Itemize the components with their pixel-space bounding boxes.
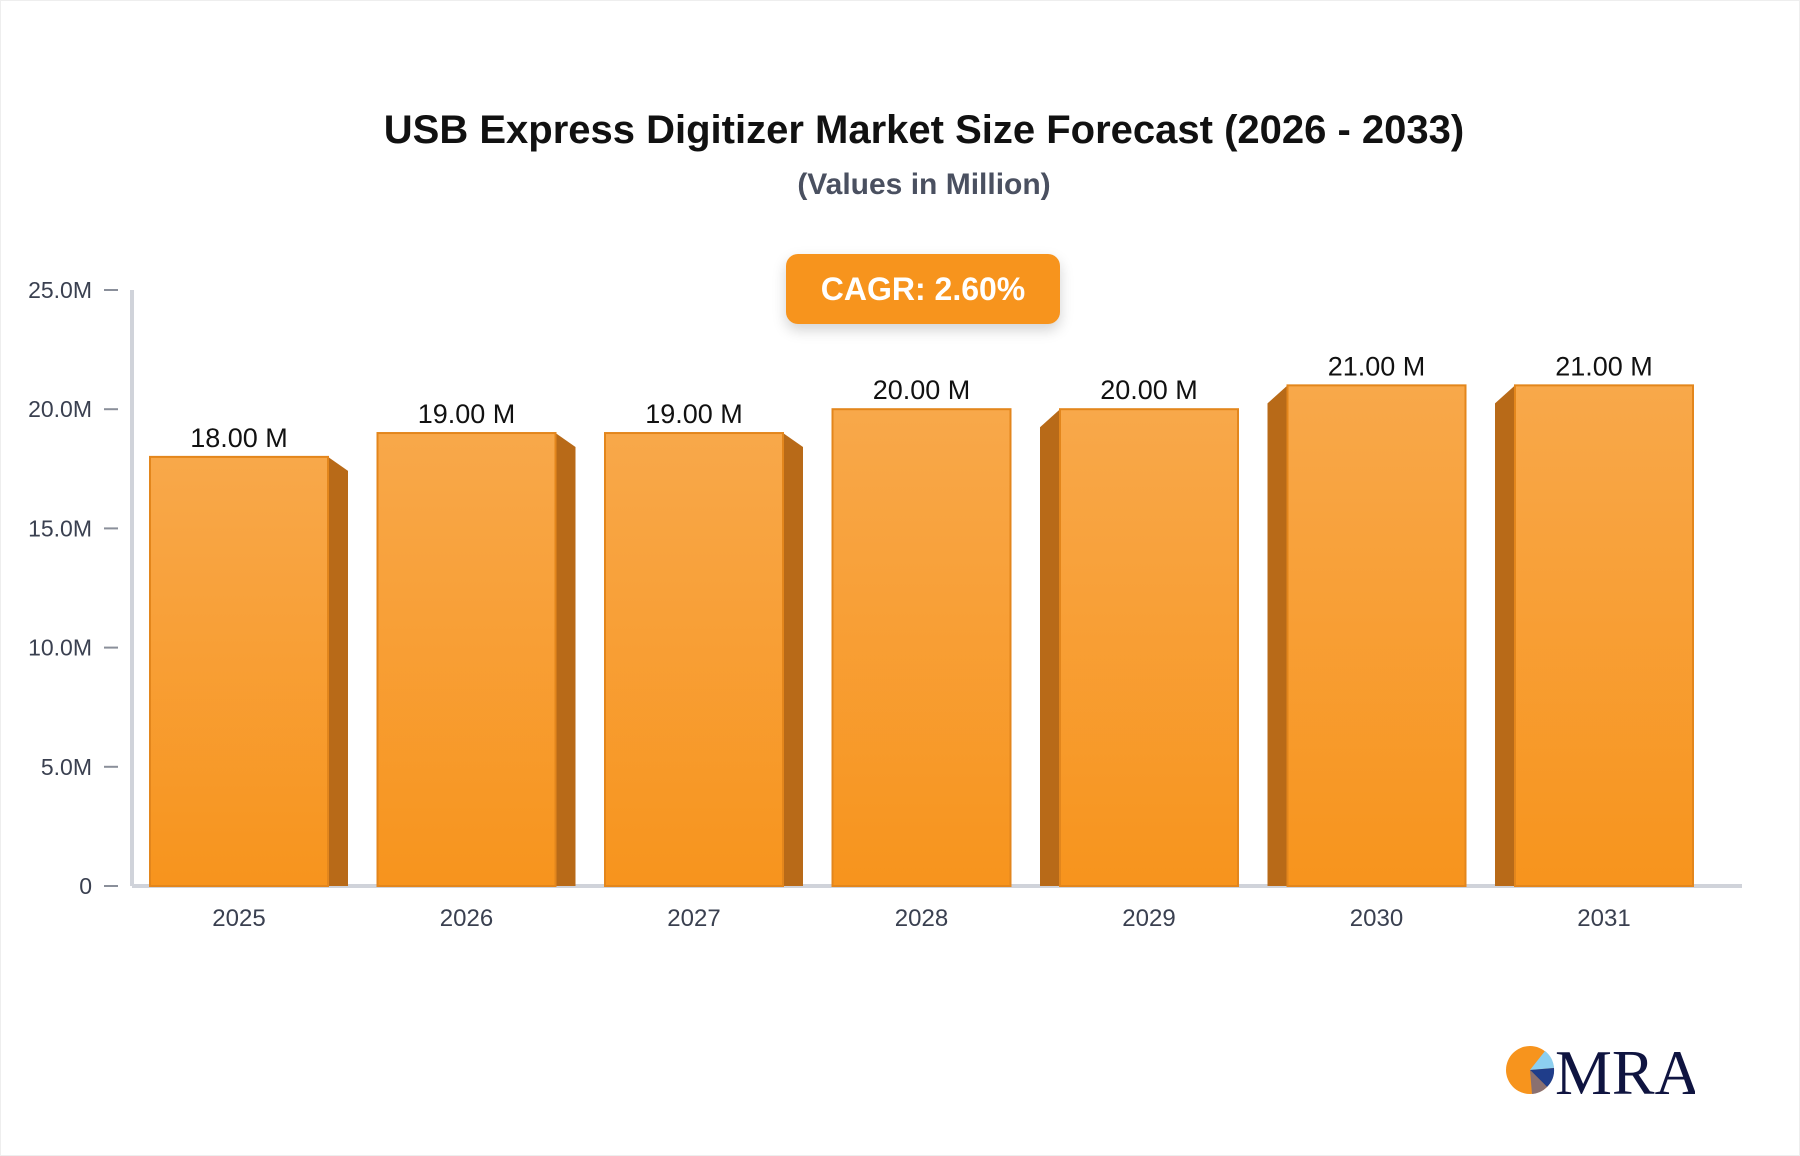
data-label: 20.00 M bbox=[873, 375, 971, 405]
y-tick-label: 15.0M bbox=[28, 515, 92, 541]
data-label: 21.00 M bbox=[1328, 351, 1426, 381]
y-tick-label: 20.0M bbox=[28, 396, 92, 422]
data-label: 19.00 M bbox=[645, 399, 743, 429]
y-tick-label: 10.0M bbox=[28, 635, 92, 661]
bar bbox=[604, 432, 784, 887]
bar-side bbox=[1267, 385, 1288, 886]
y-tick-label: 25.0M bbox=[28, 277, 92, 303]
x-tick-label: 2030 bbox=[1350, 905, 1403, 932]
bar-side bbox=[328, 456, 348, 886]
bar bbox=[831, 408, 1012, 887]
data-label: 19.00 M bbox=[418, 399, 516, 429]
x-tick-label: 2029 bbox=[1122, 905, 1175, 932]
data-label: 18.00 M bbox=[190, 423, 288, 453]
mra-logo: MRA bbox=[1505, 1037, 1701, 1108]
bar-side bbox=[1040, 409, 1060, 886]
y-tick-label: 5.0M bbox=[41, 754, 92, 780]
x-tick-label: 2026 bbox=[440, 905, 493, 932]
bar bbox=[149, 455, 329, 887]
bar bbox=[376, 432, 557, 887]
bar-side bbox=[783, 433, 803, 886]
bar-side bbox=[1495, 385, 1515, 886]
x-tick-label: 2031 bbox=[1577, 905, 1630, 932]
data-label: 20.00 M bbox=[1100, 375, 1198, 405]
bar bbox=[1514, 384, 1694, 887]
bar-side bbox=[555, 433, 576, 886]
chart-title: USB Express Digitizer Market Size Foreca… bbox=[383, 108, 1465, 152]
bar bbox=[1059, 408, 1239, 887]
data-label: 21.00 M bbox=[1555, 351, 1653, 381]
x-tick-label: 2028 bbox=[895, 905, 948, 932]
cagr-badge: CAGR: 2.60% bbox=[786, 254, 1060, 324]
bar bbox=[1286, 384, 1467, 887]
chart-subtitle: (Values in Million) bbox=[797, 168, 1051, 201]
logo-text: MRA bbox=[1555, 1040, 1695, 1100]
y-tick-label: 0 bbox=[79, 873, 92, 899]
x-tick-label: 2025 bbox=[212, 905, 265, 932]
x-tick-label: 2027 bbox=[667, 905, 720, 932]
